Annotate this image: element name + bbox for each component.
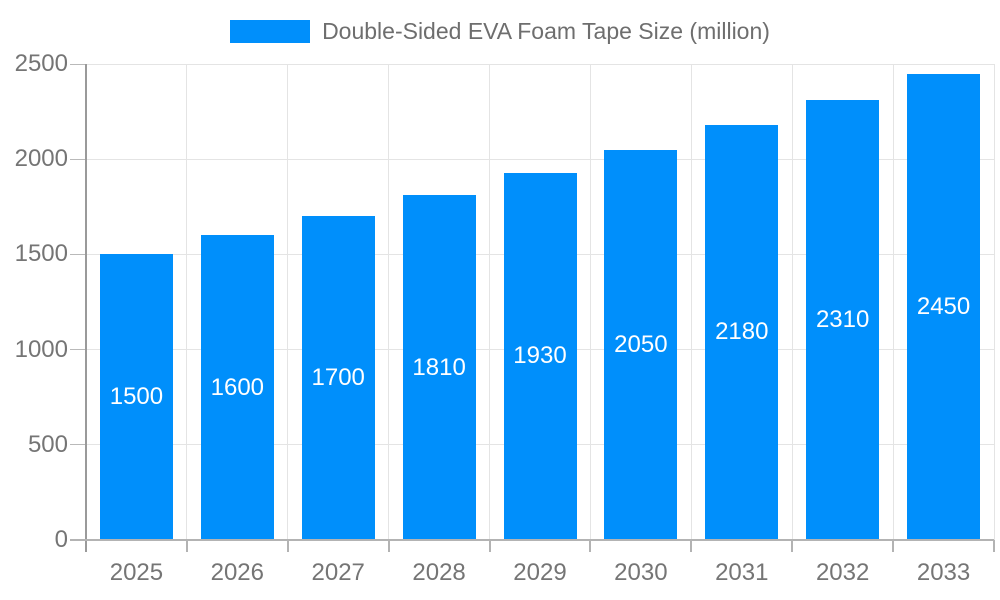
x-axis-label: 2032 <box>815 559 870 586</box>
bar-value-label: 1500 <box>109 383 164 411</box>
y-axis-label: 2000 <box>14 145 68 173</box>
x-axis-tick <box>185 540 188 552</box>
gridline-x-4 <box>489 64 491 540</box>
bar-value-label: 1930 <box>513 342 567 370</box>
x-axis-tick <box>488 540 491 552</box>
x-axis-label: 2026 <box>210 559 264 586</box>
y-axis-label: 1000 <box>14 335 68 363</box>
bar-2028[interactable]: 1810 <box>402 195 476 540</box>
y-axis-tick <box>70 253 86 255</box>
gridline-y-2500 <box>86 63 994 65</box>
x-axis-label: 2025 <box>109 559 164 586</box>
x-axis-tick <box>589 540 592 552</box>
y-axis-label: 2500 <box>14 50 68 77</box>
legend[interactable]: Double-Sided EVA Foam Tape Size (million… <box>0 19 1000 44</box>
x-axis-label: 2033 <box>916 559 971 586</box>
x-axis-label: 2027 <box>311 559 365 586</box>
gridline-x-7 <box>791 64 793 540</box>
gridline-x-2 <box>287 64 289 540</box>
gridline-x-6 <box>690 64 692 540</box>
bar-2026[interactable]: 1600 <box>200 235 274 540</box>
x-axis-tick <box>892 540 895 552</box>
bar-value-label: 2310 <box>815 306 870 334</box>
bar-value-label: 2180 <box>715 318 769 346</box>
plot-area: 1500 1600 1700 1810 1930 2050 2180 2310 2450 <box>70 63 995 552</box>
gridline-y-2000 <box>86 158 994 160</box>
gridline-x-8 <box>892 64 894 540</box>
bar-value-label: 1810 <box>412 353 466 381</box>
bar-2032[interactable]: 2310 <box>806 100 880 540</box>
bar-value-label: 2050 <box>614 330 668 358</box>
bar-2025[interactable]: 1500 <box>99 254 173 540</box>
y-axis-line <box>85 64 87 552</box>
y-axis-tick <box>70 158 86 160</box>
y-axis-label: 1500 <box>14 240 68 268</box>
bar-2030[interactable]: 2050 <box>604 149 678 540</box>
legend-swatch <box>230 20 311 43</box>
y-axis-tick <box>70 349 86 351</box>
y-axis-label: 500 <box>27 430 68 458</box>
x-axis-label: 2031 <box>715 559 769 586</box>
gridline-x-5 <box>589 64 591 540</box>
bar-value-label: 1600 <box>210 373 265 401</box>
legend-label: Double-Sided EVA Foam Tape Size (million… <box>322 18 770 44</box>
bar-value-label: 1700 <box>311 364 365 392</box>
y-axis-tick <box>70 63 86 65</box>
bar-2027[interactable]: 1700 <box>301 216 375 540</box>
x-axis-tick <box>791 540 794 552</box>
y-axis-tick <box>70 444 86 446</box>
gridline-x-3 <box>388 64 390 540</box>
gridline-x-9 <box>993 64 995 540</box>
y-axis-label: 0 <box>54 526 68 553</box>
x-axis-label: 2029 <box>513 559 567 586</box>
bar-2031[interactable]: 2180 <box>705 124 779 540</box>
gridline-x-1 <box>186 64 188 540</box>
bar-2029[interactable]: 1930 <box>503 172 577 540</box>
x-axis-tick <box>286 540 289 552</box>
x-axis-tick <box>387 540 390 552</box>
x-axis-label: 2028 <box>412 559 466 586</box>
bar-value-label: 2450 <box>916 292 971 320</box>
x-axis-line <box>70 539 994 541</box>
x-axis-tick <box>690 540 693 552</box>
bar-2033[interactable]: 2450 <box>907 73 981 540</box>
x-axis-tick <box>993 540 995 552</box>
x-axis-label: 2030 <box>614 559 668 586</box>
